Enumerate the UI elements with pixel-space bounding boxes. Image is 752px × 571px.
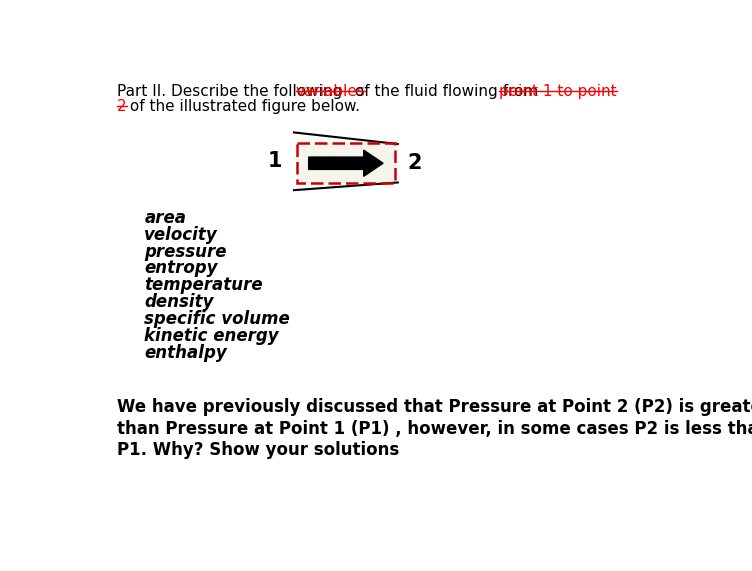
Text: area: area [144, 208, 186, 227]
Text: Part II. Describe the following: Part II. Describe the following [117, 84, 347, 99]
Text: density: density [144, 293, 214, 311]
Text: P1. Why? Show your solutions: P1. Why? Show your solutions [117, 441, 399, 459]
Text: point 1 to point: point 1 to point [499, 84, 617, 99]
Text: 2: 2 [407, 153, 422, 173]
Text: variables: variables [296, 84, 365, 99]
Text: We have previously discussed that Pressure at Point 2 (P2) is greater: We have previously discussed that Pressu… [117, 398, 752, 416]
Text: specific volume: specific volume [144, 310, 290, 328]
FancyArrow shape [308, 150, 383, 176]
Text: pressure: pressure [144, 243, 227, 260]
Text: entropy: entropy [144, 259, 218, 278]
Text: 2: 2 [117, 99, 127, 114]
Text: kinetic energy: kinetic energy [144, 327, 279, 345]
Bar [297, 143, 395, 183]
Text: of the fluid flowing from: of the fluid flowing from [350, 84, 543, 99]
Bar [297, 143, 395, 183]
Text: than Pressure at Point 1 (P1) , however, in some cases P2 is less than: than Pressure at Point 1 (P1) , however,… [117, 420, 752, 437]
Text: 1: 1 [268, 151, 282, 171]
Text: enthalpy: enthalpy [144, 344, 227, 362]
Text: temperature: temperature [144, 276, 263, 295]
Text: of the illustrated figure below.: of the illustrated figure below. [125, 99, 359, 114]
Text: velocity: velocity [144, 226, 218, 244]
